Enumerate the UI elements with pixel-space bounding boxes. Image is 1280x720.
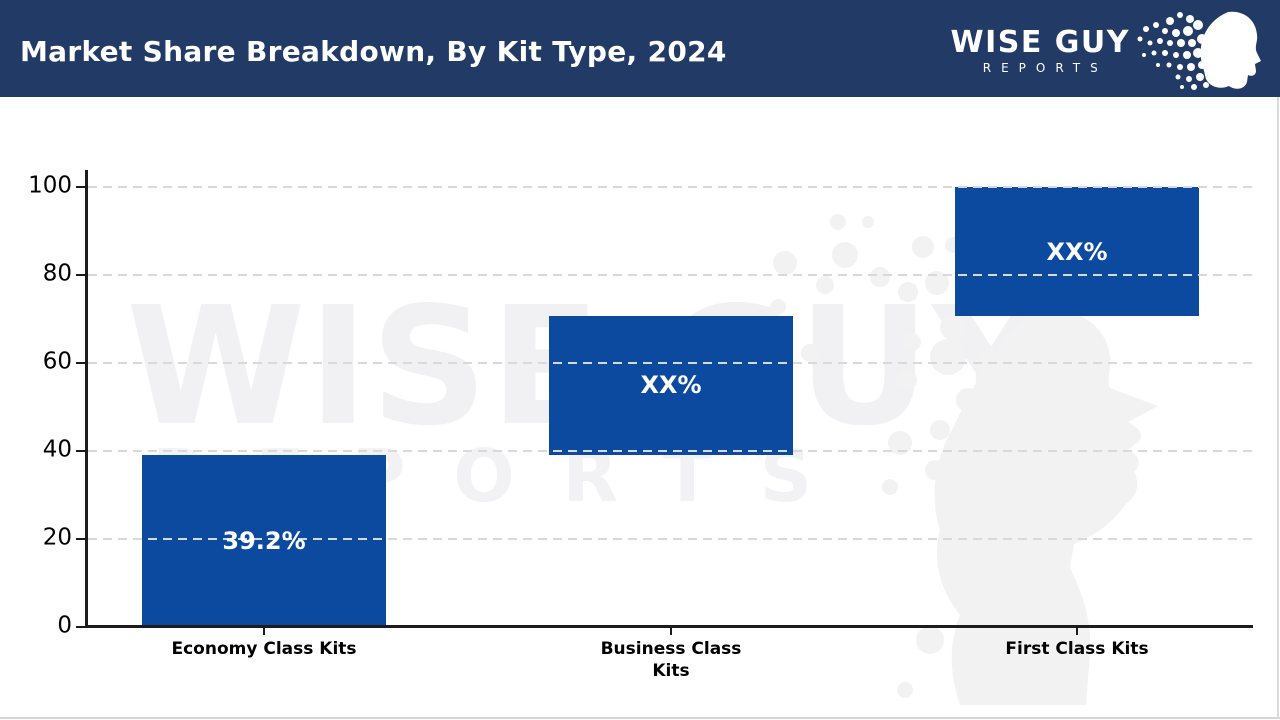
- bar-value-label: XX%: [1046, 237, 1108, 266]
- bar-value-label: XX%: [640, 371, 702, 400]
- category-label: First Class Kits: [1005, 639, 1149, 659]
- gridline: [88, 186, 1253, 188]
- x-tick-mark: [1076, 628, 1078, 635]
- bar-value-label: 39.2%: [222, 526, 306, 555]
- y-tick-mark: [76, 186, 85, 188]
- chart-title: Market Share Breakdown, By Kit Type, 202…: [20, 35, 727, 68]
- y-tick-label: 100: [28, 172, 72, 199]
- y-axis-spine: [85, 170, 88, 628]
- x-axis-spine: [85, 625, 1253, 628]
- y-tick-label: 80: [42, 260, 72, 287]
- y-tick-mark: [76, 274, 85, 276]
- y-tick-mark: [76, 450, 85, 452]
- wiseguy-head-icon: [1137, 11, 1261, 90]
- y-tick-mark: [76, 538, 85, 540]
- category-label: Economy Class Kits: [171, 639, 357, 659]
- gridline: [88, 450, 1253, 452]
- bar: [549, 316, 793, 455]
- y-tick-label: 20: [42, 524, 72, 551]
- gridline: [88, 538, 1253, 540]
- y-tick-label: 60: [42, 348, 72, 375]
- bar: [955, 187, 1199, 317]
- y-tick-mark: [76, 626, 85, 628]
- watermark-head-icon: [770, 214, 1158, 705]
- wiseguy-logo-line2: REPORTS: [982, 60, 1108, 75]
- x-tick-mark: [263, 628, 265, 635]
- window-border-bottom: [0, 717, 1280, 719]
- wiseguy-logo: WISE GUY REPORTS: [950, 7, 1264, 91]
- window-border-right: [1277, 97, 1279, 718]
- wiseguy-logo-text: WISE GUY REPORTS: [950, 24, 1130, 75]
- gridline: [88, 362, 1253, 364]
- header-bar: Market Share Breakdown, By Kit Type, 202…: [0, 0, 1280, 97]
- y-tick-label: 0: [57, 612, 72, 639]
- y-tick-label: 40: [42, 436, 72, 463]
- y-tick-mark: [76, 362, 85, 364]
- bar: [142, 454, 386, 627]
- x-tick-mark: [670, 628, 672, 635]
- gridline: [88, 274, 1253, 276]
- category-label: Business Class Kits: [600, 639, 742, 681]
- wiseguy-logo-line1: WISE GUY: [950, 24, 1130, 60]
